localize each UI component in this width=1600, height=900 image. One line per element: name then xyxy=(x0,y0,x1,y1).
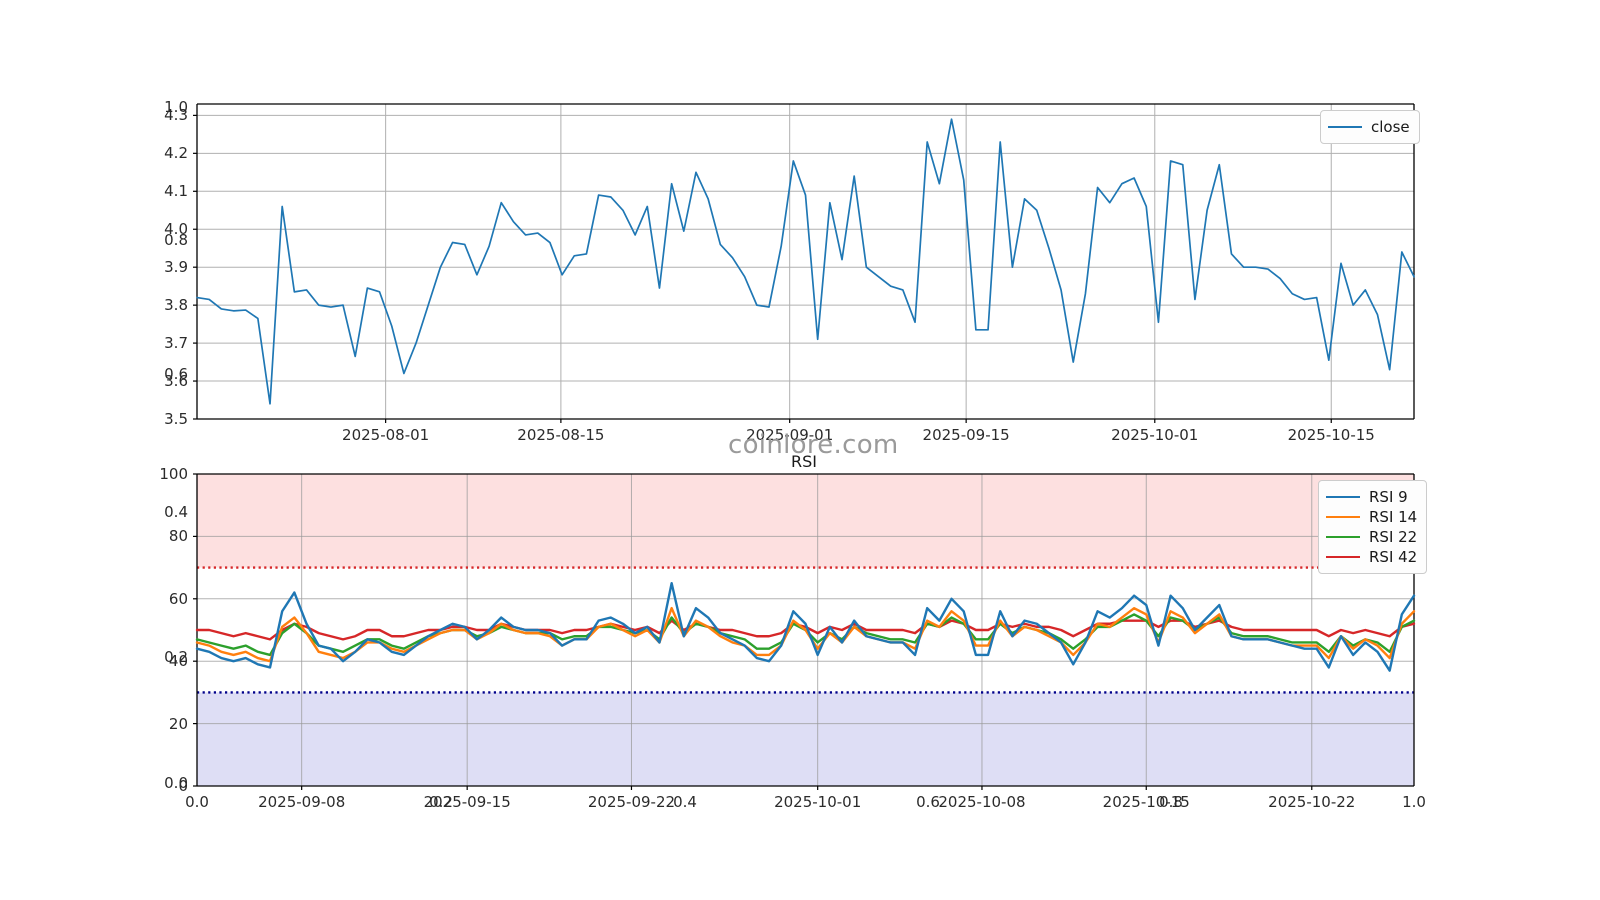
rsi-x-tick-overlay: 0.8 xyxy=(1159,793,1183,811)
price-y-tick: 4.2 xyxy=(164,144,188,163)
legend-label: RSI 14 xyxy=(1369,508,1418,526)
price-y-tick-overlay: 0.6 xyxy=(164,365,188,383)
rsi-x-tick: 2025-10-08 xyxy=(938,793,1026,811)
price-x-tick: 2025-10-15 xyxy=(1287,426,1375,444)
rsi-y-tick-overlay: 0.2 xyxy=(164,648,188,666)
rsi-line-rsi-9 xyxy=(195,582,1416,672)
rsi-legend-item[interactable]: RSI 14 xyxy=(1326,507,1417,527)
price-y-tick: 4.1 xyxy=(164,182,188,201)
rsi-panel-title: RSI xyxy=(791,452,817,471)
overbought-band xyxy=(197,474,1414,568)
rsi-y-tick-overlay: 0.0 xyxy=(164,774,188,792)
rsi-y-tick: 60 xyxy=(168,589,188,608)
rsi-y-tick: 0 xyxy=(178,777,188,795)
legend-color-swatch xyxy=(1326,556,1360,558)
price-y-tick-overlay: 1.0 xyxy=(164,98,188,116)
rsi-line-rsi-14 xyxy=(195,606,1416,663)
price-y-tick: 4.3 xyxy=(164,106,188,125)
rsi-x-tick: 2025-09-08 xyxy=(258,793,346,811)
price-y-tick: 3.8 xyxy=(164,296,188,315)
rsi-legend-item[interactable]: RSI 22 xyxy=(1326,527,1417,547)
price-legend[interactable]: close xyxy=(1320,110,1420,144)
rsi-x-tick: 2025-10-22 xyxy=(1268,793,1356,811)
price-chart-panel xyxy=(0,0,1600,423)
legend-label: close xyxy=(1371,118,1410,136)
price-x-tick: 2025-09-15 xyxy=(922,426,1010,444)
coinlore-watermark: coinlore.com xyxy=(728,430,899,460)
rsi-legend-item[interactable]: RSI 42 xyxy=(1326,547,1417,567)
price-x-tick: 2025-08-15 xyxy=(517,426,605,444)
price-x-tick: 2025-08-01 xyxy=(342,426,430,444)
price-y-tick: 3.9 xyxy=(164,258,188,277)
rsi-x-tick: 2025-09-15 xyxy=(423,793,511,811)
oversold-band xyxy=(197,692,1414,786)
close-price-line xyxy=(196,118,1415,405)
legend-label: RSI 22 xyxy=(1369,528,1418,546)
price-x-tick: 2025-10-01 xyxy=(1111,426,1199,444)
price-y-tick: 3.6 xyxy=(164,372,188,391)
rsi-y-tick: 20 xyxy=(168,714,188,733)
rsi-y-tick: 80 xyxy=(168,527,188,546)
price-chart-svg xyxy=(193,103,1415,423)
rsi-x-tick: 2025-09-22 xyxy=(587,793,676,811)
rsi-y-tick: 100 xyxy=(159,465,188,483)
rsi-x-tick: 2025-10-01 xyxy=(774,793,862,811)
rsi-legend[interactable]: RSI 9 RSI 14 RSI 22 RSI 42 xyxy=(1318,480,1428,574)
rsi-chart-panel xyxy=(0,460,1600,800)
price-y-tick: 3.7 xyxy=(164,334,188,353)
legend-color-swatch xyxy=(1326,536,1360,538)
legend-label: RSI 42 xyxy=(1369,548,1418,566)
legend-label: RSI 9 xyxy=(1369,488,1408,506)
rsi-x-tick-overlay: 1.0 xyxy=(1402,793,1426,811)
rsi-y-tick: 40 xyxy=(168,652,188,671)
price-legend-item[interactable]: close xyxy=(1328,117,1410,137)
legend-color-swatch xyxy=(1326,516,1360,518)
price-x-tick: 2025-09-01 xyxy=(746,426,834,444)
price-y-tick: 3.5 xyxy=(164,410,188,428)
rsi-x-tick-overlay: 0.0 xyxy=(185,793,209,811)
legend-color-swatch xyxy=(1326,496,1360,498)
rsi-chart-svg xyxy=(193,473,1416,790)
rsi-x-tick-overlay: 0.2 xyxy=(429,793,453,811)
price-y-tick-overlay: 0.8 xyxy=(164,231,188,249)
rsi-x-tick-overlay: 0.4 xyxy=(673,793,697,811)
legend-color-swatch xyxy=(1328,126,1362,128)
rsi-y-tick-overlay: 0.4 xyxy=(164,503,188,521)
price-y-tick: 4.0 xyxy=(164,220,188,239)
rsi-x-tick-overlay: 0.6 xyxy=(916,793,940,811)
rsi-x-tick: 2025-10-15 xyxy=(1102,793,1190,811)
rsi-legend-item[interactable]: RSI 9 xyxy=(1326,487,1417,507)
